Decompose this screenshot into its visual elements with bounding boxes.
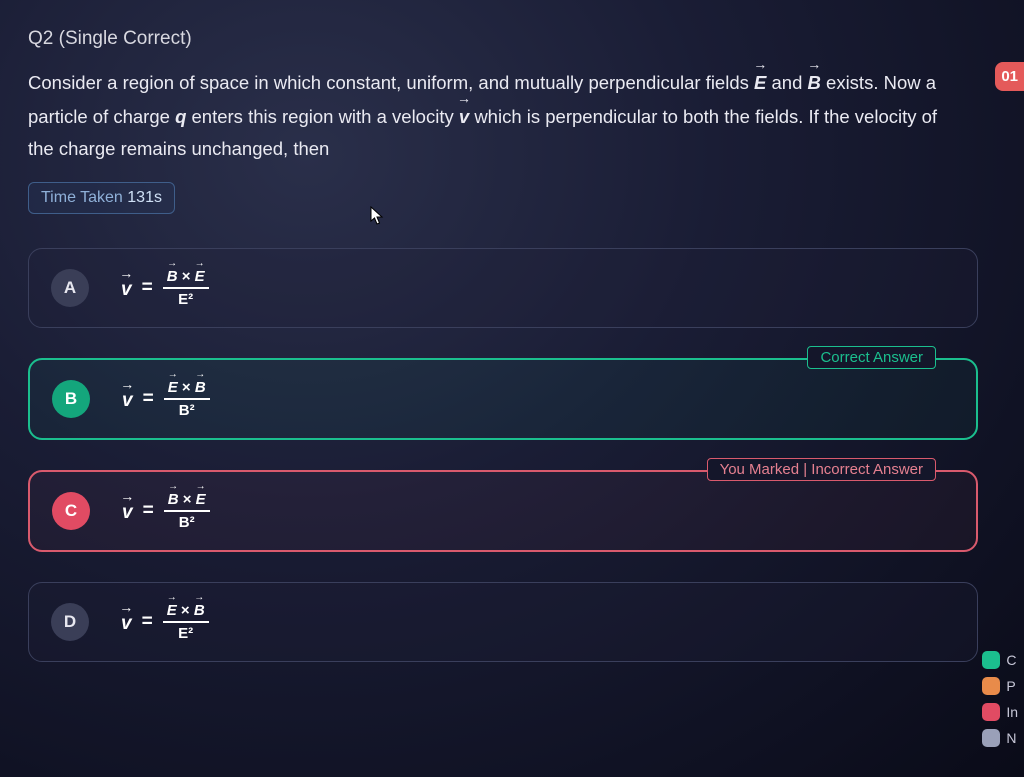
legend-label: P [1006,678,1015,694]
option-a[interactable]: A v = B × E E² [28,248,978,328]
option-b[interactable]: Correct Answer B v = E × B B² [28,358,978,440]
num-right: B [195,380,206,395]
option-formula: v = E × B B² [122,380,210,418]
legend-label: C [1006,652,1016,668]
question-text: Consider a region of space in which cons… [28,64,948,164]
var-q: q [175,106,186,127]
equals-sign: = [142,277,153,299]
legend-item: C [982,651,1018,669]
formula-lhs: v [122,387,133,412]
fraction: B × E E² [163,269,209,307]
denominator: B² [179,512,195,530]
numerator: B × E [164,492,210,512]
equals-sign: = [142,611,153,633]
correct-answer-tag: Correct Answer [807,346,936,369]
incorrect-answer-tag: You Marked | Incorrect Answer [707,458,936,481]
num-left: E [168,380,178,395]
legend-dot [982,729,1000,747]
question-nav-badge[interactable]: 01 [995,62,1024,91]
num-right: E [195,269,205,284]
legend-item: P [982,677,1018,695]
option-c[interactable]: You Marked | Incorrect Answer C v = B × … [28,470,978,552]
qtext-1: Consider a region of space in which cons… [28,72,754,93]
time-taken-badge: Time Taken 131s [28,182,175,214]
equals-sign: = [143,500,154,522]
qtype-value: (Single Correct) [59,28,192,49]
legend-item: N [982,729,1018,747]
denominator: E² [178,623,193,641]
num-left: B [167,269,178,284]
option-letter: C [52,492,90,530]
legend-dot [982,677,1000,695]
qnum-value: Q2 [28,28,53,49]
time-value: 131s [127,189,162,206]
question-number: Q2 (Single Correct) [28,28,1006,50]
fraction: E × B B² [164,380,210,418]
time-label: Time Taken [41,189,123,206]
numerator: E × B [163,603,209,623]
vector-v: v [459,98,469,132]
equals-sign: = [143,388,154,410]
vector-E: E [754,64,766,98]
option-d[interactable]: D v = E × B E² [28,582,978,662]
numerator: E × B [164,380,210,400]
formula-lhs: v [121,610,132,635]
denominator: E² [178,289,193,307]
option-formula: v = B × E E² [121,269,209,307]
num-left: B [168,492,179,507]
num-right: B [194,603,205,618]
numerator: B × E [163,269,209,289]
num-right: E [196,492,206,507]
qtext-4: enters this region with a velocity [192,106,459,127]
qtext-2: and [772,72,808,93]
legend-item: In [982,703,1018,721]
mouse-cursor-icon [370,206,384,226]
option-letter: B [52,380,90,418]
legend-label: N [1006,730,1016,746]
fraction: B × E B² [164,492,210,530]
option-formula: v = B × E B² [122,492,210,530]
options-list: A v = B × E E² Correct Answer B v = E × … [28,248,978,662]
denominator: B² [179,400,195,418]
formula-lhs: v [122,499,133,524]
legend-dot [982,651,1000,669]
legend-dot [982,703,1000,721]
option-letter: D [51,603,89,641]
formula-lhs: v [121,276,132,301]
legend-label: In [1006,704,1018,720]
option-formula: v = E × B E² [121,603,209,641]
vector-B: B [808,64,821,98]
option-letter: A [51,269,89,307]
side-legend: C P In N [982,651,1018,747]
fraction: E × B E² [163,603,209,641]
num-left: E [167,603,177,618]
